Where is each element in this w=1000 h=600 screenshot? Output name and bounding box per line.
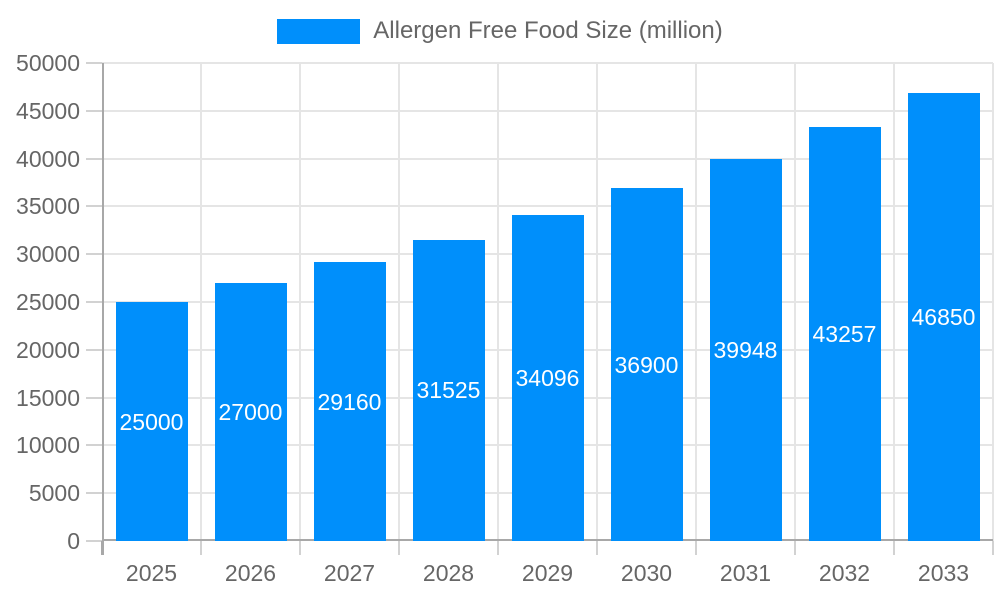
bar-value-label: 25000	[119, 408, 184, 435]
h-gridline	[102, 157, 993, 160]
bar-2032[interactable]: 43257	[808, 127, 881, 541]
y-axis-tick	[86, 157, 102, 160]
h-gridline	[102, 109, 993, 112]
legend-swatch[interactable]	[277, 18, 361, 44]
y-axis-tick	[86, 396, 102, 399]
legend-label: Allergen Free Food Size (million)	[373, 17, 723, 44]
x-axis-tick	[992, 541, 994, 555]
x-axis-tick	[497, 541, 499, 555]
v-gridline	[893, 63, 895, 541]
x-axis-tick-label: 2033	[917, 560, 970, 586]
y-axis-tick-label: 0	[67, 528, 80, 554]
bar-2031[interactable]: 39948	[709, 159, 782, 541]
x-axis-tick-label: 2028	[422, 560, 475, 586]
bar-value-label: 43257	[812, 321, 877, 348]
x-axis-tick-label: 2032	[818, 560, 871, 586]
y-axis-tick	[86, 109, 102, 112]
v-gridline	[596, 63, 598, 541]
y-axis-tick-label: 15000	[16, 384, 80, 411]
y-axis-tick	[86, 444, 102, 447]
x-axis-tick-label: 2026	[224, 560, 277, 586]
y-axis-tick	[86, 62, 102, 64]
x-axis-tick	[893, 541, 895, 555]
bar-value-label: 39948	[713, 337, 778, 364]
bar-value-label: 34096	[515, 365, 580, 392]
bar-2025[interactable]: 25000	[115, 302, 188, 541]
x-axis-tick	[794, 541, 796, 555]
y-axis-tick	[86, 348, 102, 351]
y-axis-tick-label: 40000	[16, 145, 80, 172]
x-axis-tick-label: 2025	[125, 560, 178, 586]
bar-2026[interactable]: 27000	[214, 282, 287, 541]
y-axis-tick-label: 5000	[28, 480, 80, 507]
y-axis-tick-label: 50000	[16, 50, 80, 76]
v-gridline	[497, 63, 499, 541]
bar-2029[interactable]: 34096	[511, 215, 584, 541]
y-axis-line	[102, 63, 104, 555]
y-axis-tick-label: 35000	[16, 193, 80, 220]
y-axis-tick-label: 25000	[16, 289, 80, 315]
x-axis-tick-label: 2031	[719, 560, 772, 586]
bar-value-label: 31525	[416, 377, 481, 404]
y-axis-tick-label: 30000	[16, 241, 80, 268]
v-gridline	[398, 63, 400, 541]
v-gridline	[299, 63, 301, 541]
bar-2028[interactable]: 31525	[412, 239, 485, 541]
bar-value-label: 46850	[911, 304, 976, 331]
x-axis-tick	[398, 541, 400, 555]
y-axis-tick-label: 45000	[16, 97, 80, 124]
bar-value-label: 29160	[317, 388, 382, 415]
v-gridline	[992, 63, 994, 541]
bar-2027[interactable]: 29160	[313, 262, 386, 541]
y-axis-tick-label: 10000	[16, 432, 80, 459]
y-axis-tick	[86, 205, 102, 208]
v-gridline	[695, 63, 697, 541]
v-gridline	[794, 63, 796, 541]
x-axis-tick-label: 2030	[620, 560, 673, 586]
legend[interactable]: Allergen Free Food Size (million)	[0, 17, 1000, 45]
y-axis-tick-label: 20000	[16, 336, 80, 363]
v-gridline	[200, 63, 202, 541]
x-axis-tick-label: 2029	[521, 560, 574, 586]
bar-value-label: 27000	[218, 398, 283, 425]
bar-2030[interactable]: 36900	[610, 188, 683, 541]
y-axis-tick	[86, 492, 102, 495]
y-axis-tick	[86, 540, 102, 542]
plot-area: 25000 27000 29160 31525 34096 36900 39948 43257…	[86, 62, 994, 555]
x-axis-tick	[299, 541, 301, 555]
x-axis-tick	[695, 541, 697, 555]
y-axis-tick	[86, 253, 102, 256]
y-axis-tick	[86, 301, 102, 303]
bar-2033[interactable]: 46850	[907, 93, 980, 541]
bar-value-label: 36900	[614, 351, 679, 378]
x-axis-tick	[200, 541, 202, 555]
x-axis-tick	[596, 541, 598, 555]
h-gridline	[102, 205, 993, 208]
h-gridline	[102, 62, 993, 64]
x-axis-tick-label: 2027	[323, 560, 376, 586]
